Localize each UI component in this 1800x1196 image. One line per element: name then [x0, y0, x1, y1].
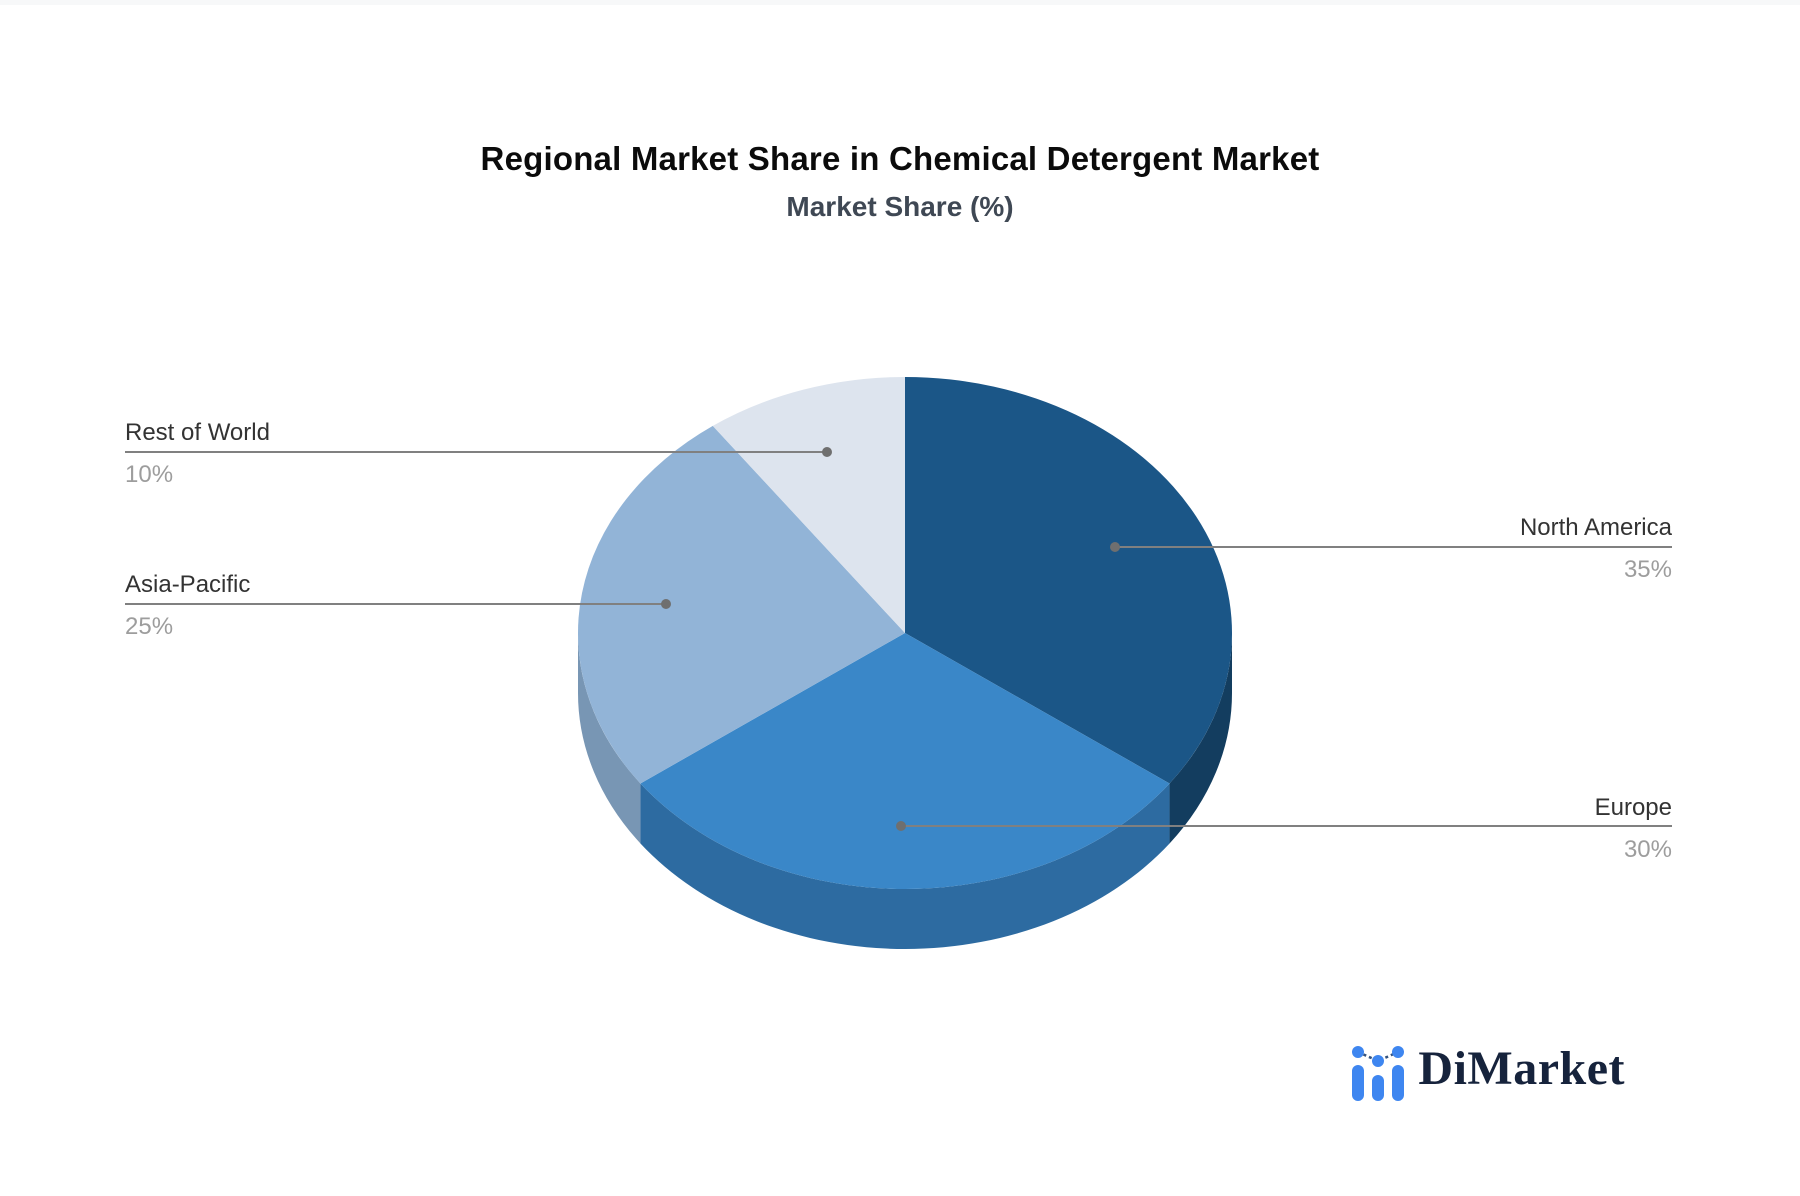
pie-slice-north-america[interactable]: [905, 377, 1232, 784]
pie-3d-sides: [578, 633, 1232, 949]
pie-slice-rest-of-world[interactable]: [712, 377, 905, 633]
pie-slice-europe[interactable]: [640, 633, 1170, 889]
leader-dot-north-america: [1110, 542, 1120, 552]
leader-dot-asia-pacific: [661, 599, 671, 609]
slice-label: Asia-Pacific: [125, 571, 251, 598]
pie-slice-asia-pacific[interactable]: [578, 425, 905, 784]
bar-chart-logo-icon: [1352, 1046, 1405, 1101]
slice-label: Europe: [1594, 794, 1672, 821]
logo-text: DiMarket: [1418, 1042, 1625, 1095]
dimarket-logo: DiMarket: [1351, 1042, 1625, 1102]
slice-label: Rest of World: [125, 419, 270, 446]
top-strip: [0, 0, 1800, 5]
label-block-rest-of-world: Rest of World 10%: [125, 418, 270, 490]
pie-slices: [578, 377, 1232, 889]
slice-label: North America: [1519, 514, 1672, 541]
leader-lines: [125, 447, 1672, 831]
chart-subtitle: Market Share (%): [786, 191, 1014, 223]
slice-percent: 25%: [125, 613, 174, 640]
pie-slice-side-asia-pacific: [578, 633, 641, 844]
slice-percent: 10%: [125, 461, 174, 488]
label-block-north-america: North America 35%: [1520, 513, 1672, 585]
leader-dot-rest-of-world: [822, 447, 832, 457]
slice-percent: 35%: [1623, 556, 1672, 583]
pie-slice-side-europe: [640, 783, 1170, 949]
label-block-asia-pacific: Asia-Pacific 25%: [125, 570, 250, 642]
slice-percent: 30%: [1623, 836, 1672, 863]
leader-dot-europe: [896, 821, 906, 831]
pie-slice-side-north-america: [1169, 633, 1232, 844]
chart-title: Regional Market Share in Chemical Deterg…: [480, 140, 1320, 178]
label-block-europe: Europe 30%: [1595, 793, 1672, 865]
